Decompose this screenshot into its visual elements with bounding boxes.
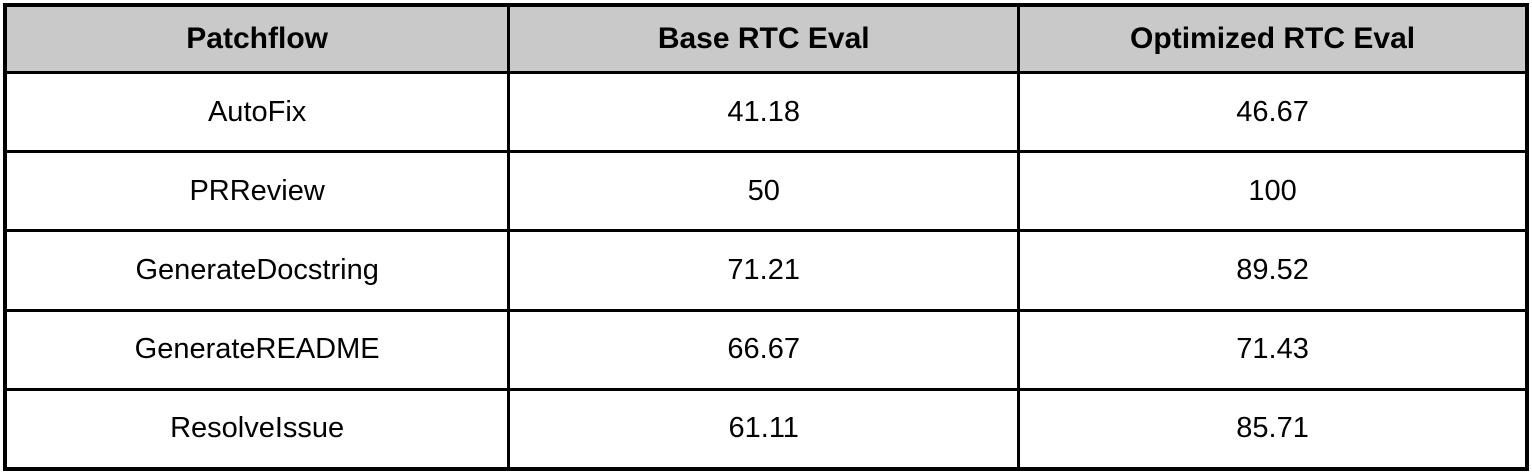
header-row: Patchflow Base RTC Eval Optimized RTC Ev… [3, 3, 1529, 74]
rtc-eval-results-table: Patchflow Base RTC Eval Optimized RTC Ev… [3, 3, 1529, 471]
optimized-rtc-eval-cell: 85.71 [1017, 387, 1529, 471]
base-rtc-eval-cell: 71.21 [507, 229, 1021, 312]
table-row: GenerateREADME 66.67 71.43 [3, 308, 1529, 391]
table-row: AutoFix 41.18 46.67 [3, 70, 1529, 154]
table-header: Patchflow Base RTC Eval Optimized RTC Ev… [3, 3, 1529, 74]
base-rtc-eval-cell: 66.67 [507, 308, 1021, 391]
optimized-rtc-eval-cell: 100 [1017, 150, 1529, 233]
patchflow-name-cell: PRReview [3, 150, 511, 233]
base-rtc-eval-cell: 61.11 [507, 387, 1021, 471]
patchflow-name-cell: ResolveIssue [3, 387, 511, 471]
table-row: GenerateDocstring 71.21 89.52 [3, 229, 1529, 312]
patchflow-name-cell: AutoFix [3, 70, 511, 154]
table-row: ResolveIssue 61.11 85.71 [3, 387, 1529, 471]
optimized-rtc-eval-cell: 46.67 [1017, 70, 1529, 154]
table-row: PRReview 50 100 [3, 150, 1529, 233]
optimized-rtc-eval-cell: 89.52 [1017, 229, 1529, 312]
patchflow-name-cell: GenerateREADME [3, 308, 511, 391]
column-header-optimized-rtc-eval: Optimized RTC Eval [1017, 3, 1529, 74]
column-header-patchflow: Patchflow [3, 3, 511, 74]
table-body: AutoFix 41.18 46.67 PRReview 50 100 Gene… [3, 70, 1529, 471]
patchflow-name-cell: GenerateDocstring [3, 229, 511, 312]
optimized-rtc-eval-cell: 71.43 [1017, 308, 1529, 391]
base-rtc-eval-cell: 41.18 [507, 70, 1021, 154]
column-header-base-rtc-eval: Base RTC Eval [507, 3, 1021, 74]
base-rtc-eval-cell: 50 [507, 150, 1021, 233]
